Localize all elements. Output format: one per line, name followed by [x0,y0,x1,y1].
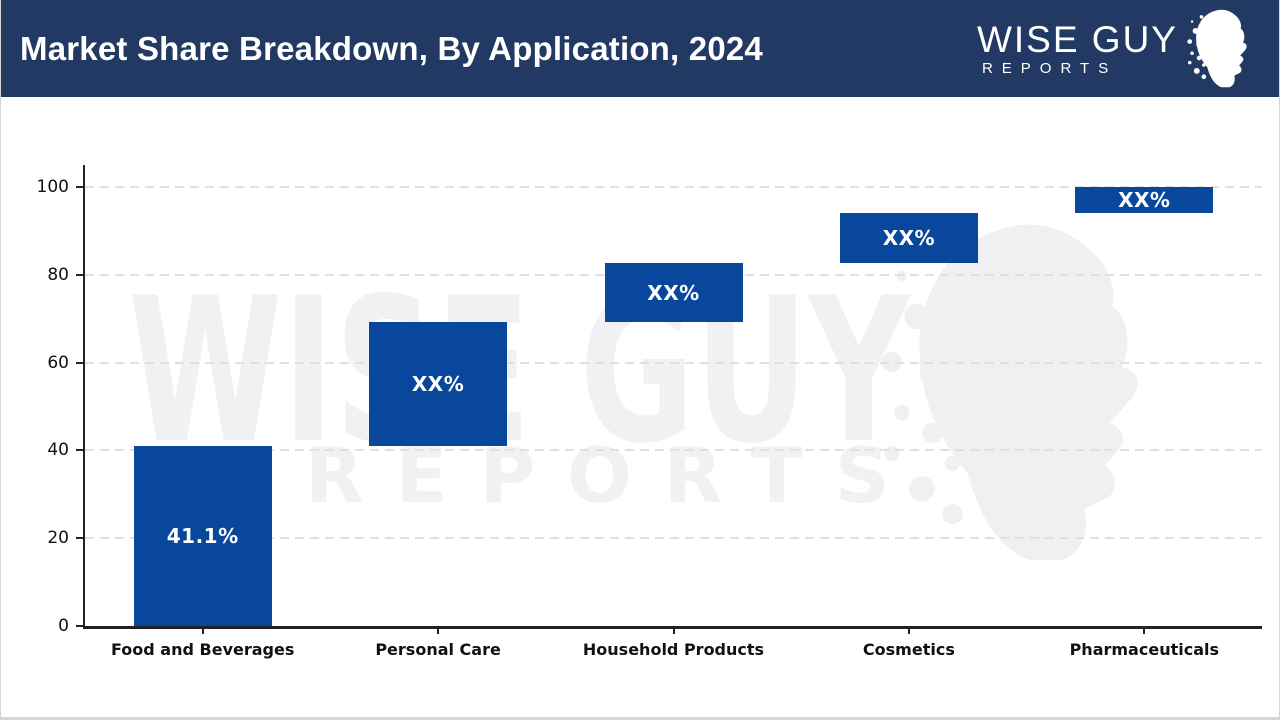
bar-value-label: XX% [647,280,700,305]
y-axis-tick-label: 80 [47,264,69,285]
bar: XX% [839,212,978,263]
bar: XX% [1075,186,1214,213]
y-axis-tick-mark [76,449,83,452]
y-axis-tick-mark [76,361,83,364]
watermark-wordmark: WISE GUY [128,255,910,488]
bar: 41.1% [133,445,272,626]
gridline [85,537,1262,540]
gridline [85,361,1262,364]
x-axis-tick-mark [201,626,204,634]
y-axis-tick-label: 100 [36,176,69,197]
bar: XX% [604,262,743,323]
y-axis-tick-label: 40 [47,440,69,461]
x-axis-line [83,626,1262,629]
logo-subtext: REPORTS [981,59,1118,77]
y-axis-tick-mark [76,625,83,627]
y-axis-tick-label: 20 [47,528,69,549]
y-axis-tick-mark [76,185,83,188]
bar: XX% [369,322,508,446]
logo-text: WISE GUY REPORTS [977,21,1178,76]
chart-title: Market Share Breakdown, By Application, … [20,29,763,67]
bar-value-label: XX% [1118,187,1171,212]
x-axis-category-label: Personal Care [375,640,501,659]
gridline [85,185,1262,188]
x-axis-tick-mark [437,626,440,634]
x-axis-category-label: Food and Beverages [111,640,295,659]
y-axis-tick-label: 0 [58,616,69,636]
y-axis-tick-mark [76,537,83,540]
x-axis-tick-mark [907,626,910,634]
y-axis-tick-label: 60 [47,352,69,373]
bar-value-label: 41.1% [166,523,239,548]
x-axis-tick-mark [1143,626,1146,634]
y-axis-tick-mark [76,273,83,276]
bar-value-label: XX% [411,371,465,396]
logo-face-icon [1164,4,1280,92]
logo-wordmark: WISE GUY [976,18,1178,60]
gridline [85,449,1262,452]
header-bar: Market Share Breakdown, By Application, … [0,0,1280,97]
x-axis-category-label: Cosmetics [862,640,955,659]
x-axis-category-label: Household Products [582,640,765,659]
y-axis-line [83,165,85,626]
bar-value-label: XX% [882,225,936,250]
wise-guy-logo: WISE GUY REPORTS [977,4,1280,92]
x-axis-tick-mark [672,626,675,634]
x-axis-category-label: Pharmaceuticals [1069,640,1219,659]
